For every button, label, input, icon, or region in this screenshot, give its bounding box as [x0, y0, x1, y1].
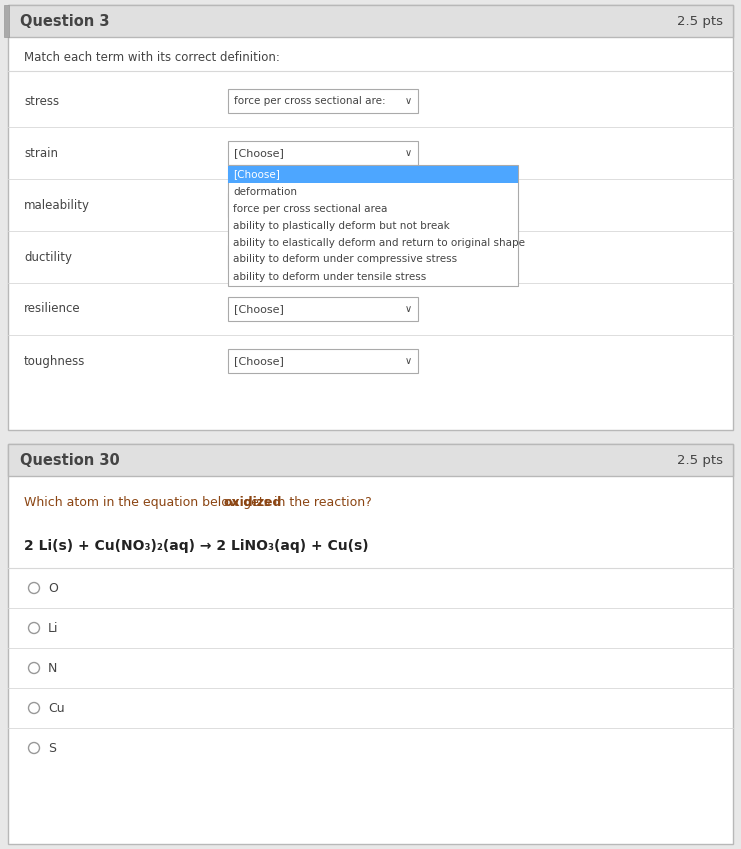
Bar — [4, 5, 9, 37]
Text: resilience: resilience — [24, 302, 81, 316]
Bar — [228, 165, 518, 286]
Bar — [228, 141, 418, 165]
Text: 2 Li(s) + Cu(NO₃)₂(aq) → 2 LiNO₃(aq) + Cu(s): 2 Li(s) + Cu(NO₃)₂(aq) → 2 LiNO₃(aq) + C… — [24, 539, 368, 553]
Text: ability to plastically deform but not break: ability to plastically deform but not br… — [233, 221, 450, 230]
Bar — [228, 193, 418, 217]
Text: stress: stress — [24, 94, 59, 108]
Text: Question 30: Question 30 — [20, 453, 120, 468]
Text: deformation: deformation — [233, 187, 297, 196]
Text: [Choose]: [Choose] — [234, 356, 284, 366]
Bar — [228, 245, 418, 269]
Text: ability to deform under tensile stress: ability to deform under tensile stress — [233, 272, 426, 282]
Circle shape — [28, 743, 39, 754]
Text: oxidized: oxidized — [224, 496, 282, 509]
Text: Li: Li — [48, 621, 59, 634]
Bar — [8, 444, 733, 476]
Text: in the reaction?: in the reaction? — [270, 496, 372, 509]
Text: strain: strain — [24, 147, 58, 160]
Bar — [8, 444, 733, 844]
Bar — [228, 297, 418, 321]
Text: force per cross sectional area: force per cross sectional area — [233, 204, 388, 213]
Circle shape — [28, 582, 39, 593]
Bar — [228, 89, 418, 113]
Bar — [228, 166, 518, 183]
Bar — [8, 5, 733, 430]
Text: [Choose]: [Choose] — [234, 304, 284, 314]
Circle shape — [28, 662, 39, 673]
Text: ductility: ductility — [24, 250, 72, 263]
Text: [Choose]: [Choose] — [234, 252, 284, 262]
Text: ∨: ∨ — [405, 356, 411, 366]
Text: force per cross sectional are:: force per cross sectional are: — [234, 96, 385, 106]
Text: 2.5 pts: 2.5 pts — [677, 453, 723, 466]
Circle shape — [28, 622, 39, 633]
Text: N: N — [48, 661, 57, 674]
Text: ∨: ∨ — [405, 148, 411, 158]
Text: ∨: ∨ — [405, 252, 411, 262]
Text: Question 3: Question 3 — [20, 14, 110, 29]
Text: ability to deform under compressive stress: ability to deform under compressive stre… — [233, 255, 457, 265]
Text: ∨: ∨ — [405, 96, 411, 106]
Text: ∨: ∨ — [405, 304, 411, 314]
Text: [Choose]: [Choose] — [234, 148, 284, 158]
Text: maleability: maleability — [24, 199, 90, 211]
Text: toughness: toughness — [24, 355, 85, 368]
Text: Which atom in the equation below gets: Which atom in the equation below gets — [24, 496, 274, 509]
Text: 2.5 pts: 2.5 pts — [677, 14, 723, 27]
Text: ∨: ∨ — [405, 200, 411, 210]
Text: S: S — [48, 741, 56, 755]
Text: [Choose]: [Choose] — [234, 200, 284, 210]
Text: Match each term with its correct definition:: Match each term with its correct definit… — [24, 50, 280, 64]
Text: Cu: Cu — [48, 701, 64, 715]
Text: [Choose]: [Choose] — [233, 170, 280, 179]
Circle shape — [28, 702, 39, 713]
Bar — [228, 349, 418, 373]
Bar — [229, 166, 519, 287]
Bar — [8, 5, 733, 37]
Text: ability to elastically deform and return to original shape: ability to elastically deform and return… — [233, 238, 525, 248]
Text: O: O — [48, 582, 58, 594]
